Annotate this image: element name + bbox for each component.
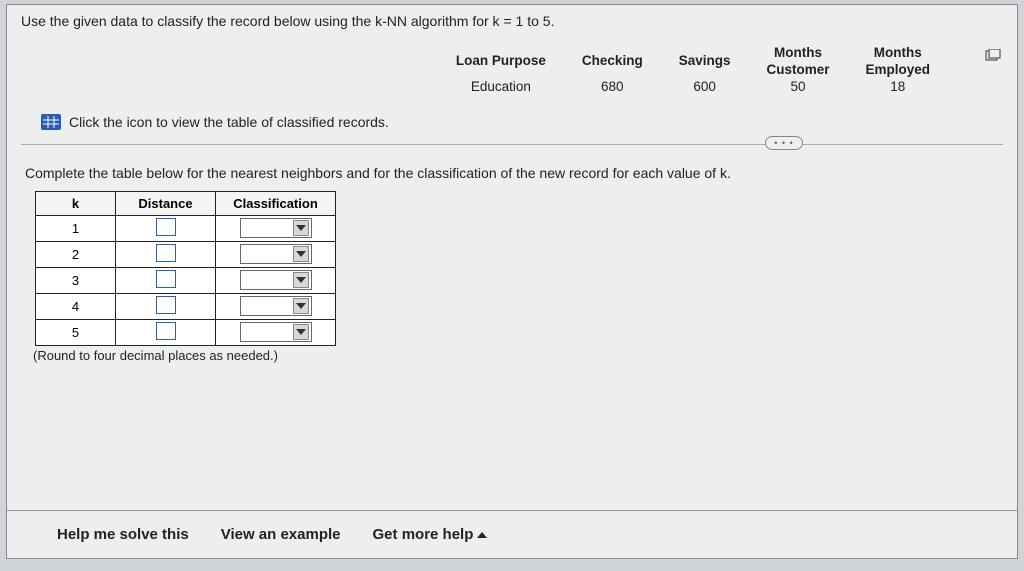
cell-classification [216,293,336,319]
table-row: 5 [36,319,336,345]
val-loan-purpose: Education [438,79,564,96]
chevron-down-icon [293,220,309,236]
section-divider-wrap: • • • [21,144,1003,145]
cell-k: 4 [36,293,116,319]
distance-input[interactable] [156,270,176,288]
hdr-classification: Classification [216,191,336,215]
get-more-help-link[interactable]: Get more help [373,526,488,543]
hdr-distance: Distance [116,191,216,215]
col-loan-purpose: Loan Purpose [438,45,564,79]
val-months-customer: 50 [748,79,847,96]
cell-distance [116,319,216,345]
link-label: Get more help [373,526,474,543]
cell-classification [216,215,336,241]
distance-input[interactable] [156,296,176,314]
cell-k: 5 [36,319,116,345]
cell-distance [116,241,216,267]
cell-k: 3 [36,267,116,293]
cell-distance [116,215,216,241]
popout-icon[interactable] [985,49,1001,63]
table-row: 1 [36,215,336,241]
classification-select[interactable] [240,218,312,238]
cell-distance [116,293,216,319]
instruction-text: Complete the table below for the nearest… [25,165,1003,181]
open-table-link[interactable]: Click the icon to view the table of clas… [41,114,1003,130]
help-me-solve-link[interactable]: Help me solve this [57,526,189,543]
cell-classification [216,267,336,293]
distance-input[interactable] [156,322,176,340]
val-checking: 680 [564,79,661,96]
chevron-down-icon [293,298,309,314]
classification-select[interactable] [240,322,312,342]
label-line: Months [774,45,822,60]
chevron-up-icon [477,532,487,538]
open-table-text: Click the icon to view the table of clas… [69,114,389,130]
section-divider [21,144,1003,145]
chevron-down-icon [293,246,309,262]
hdr-k: k [36,191,116,215]
distance-input[interactable] [156,218,176,236]
classification-select[interactable] [240,270,312,290]
label-line: Customer [766,62,829,77]
answer-table: k Distance Classification 1 2 3 4 5 [35,191,336,346]
label-line: Months [874,45,922,60]
chevron-down-icon [293,272,309,288]
record-data-wrap: Loan Purpose Checking Savings Months Cus… [21,45,1003,96]
bottom-toolbar: Help me solve this View an example Get m… [7,510,1017,558]
question-text: Use the given data to classify the recor… [21,13,1003,29]
cell-classification [216,319,336,345]
table-icon [41,114,61,130]
distance-input[interactable] [156,244,176,262]
cell-classification [216,241,336,267]
rounding-note: (Round to four decimal places as needed.… [33,348,1003,363]
link-label: Help me solve this [57,526,189,543]
col-months-employed: Months Employed [847,45,948,79]
val-savings: 600 [661,79,749,96]
table-row: 3 [36,267,336,293]
cell-distance [116,267,216,293]
classification-select[interactable] [240,244,312,264]
view-example-link[interactable]: View an example [221,526,341,543]
label-line: Employed [865,62,930,77]
classification-select[interactable] [240,296,312,316]
record-data-table: Loan Purpose Checking Savings Months Cus… [438,45,948,96]
col-months-customer: Months Customer [748,45,847,79]
link-label: View an example [221,526,341,543]
val-months-employed: 18 [847,79,948,96]
col-savings: Savings [661,45,749,79]
divider-expand-button[interactable]: • • • [765,136,803,150]
table-row: 2 [36,241,336,267]
col-checking: Checking [564,45,661,79]
cell-k: 1 [36,215,116,241]
chevron-down-icon [293,324,309,340]
table-row: 4 [36,293,336,319]
question-page: Use the given data to classify the recor… [6,4,1018,559]
cell-k: 2 [36,241,116,267]
